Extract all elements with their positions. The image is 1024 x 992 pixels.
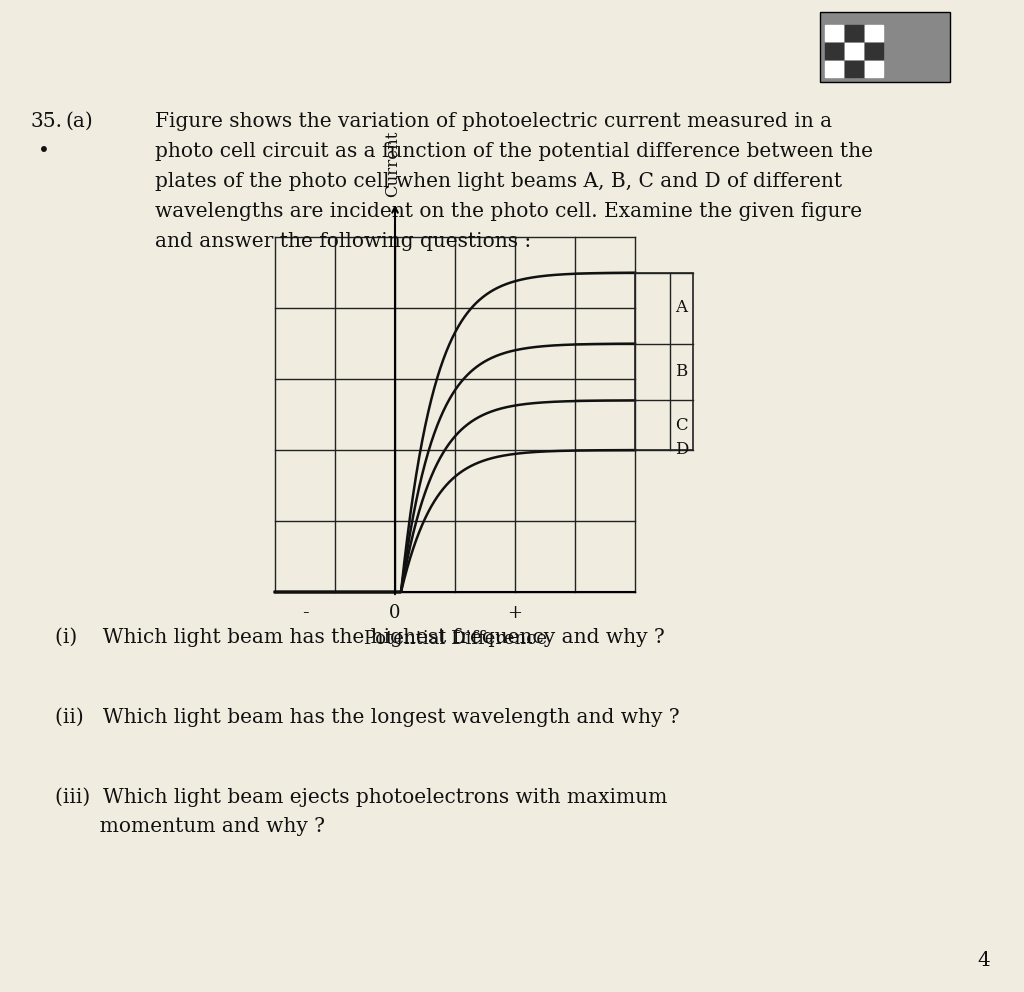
Text: momentum and why ?: momentum and why ?	[55, 817, 325, 836]
Text: plates of the photo cell when light beams A, B, C and D of different: plates of the photo cell when light beam…	[155, 172, 842, 191]
Text: Current: Current	[384, 131, 401, 197]
Text: (a): (a)	[65, 112, 93, 131]
Text: -: -	[302, 604, 308, 622]
Text: 35.: 35.	[30, 112, 62, 131]
Text: 4: 4	[977, 951, 990, 970]
Bar	[865, 61, 883, 77]
Text: Potential Difference: Potential Difference	[364, 630, 547, 648]
Text: D: D	[675, 441, 688, 458]
Bar	[845, 25, 863, 41]
Bar	[845, 61, 863, 77]
Text: 0: 0	[389, 604, 400, 622]
Bar	[865, 43, 883, 59]
Text: +: +	[508, 604, 522, 622]
Bar	[865, 25, 883, 41]
Text: •: •	[38, 142, 50, 161]
Text: C: C	[675, 417, 688, 434]
Bar	[845, 43, 863, 59]
Text: A: A	[676, 300, 687, 316]
Text: and answer the following questions :: and answer the following questions :	[155, 232, 531, 251]
Text: (i)    Which light beam has the highest frequency and why ?: (i) Which light beam has the highest fre…	[55, 627, 665, 647]
Bar	[825, 43, 843, 59]
Bar	[825, 61, 843, 77]
Text: B: B	[675, 363, 687, 380]
Text: (ii)   Which light beam has the longest wavelength and why ?: (ii) Which light beam has the longest wa…	[55, 707, 680, 727]
Text: photo cell circuit as a function of the potential difference between the: photo cell circuit as a function of the …	[155, 142, 873, 161]
Bar	[635, 273, 693, 450]
Text: wavelengths are incident on the photo cell. Examine the given figure: wavelengths are incident on the photo ce…	[155, 202, 862, 221]
Bar	[820, 12, 950, 82]
Text: Figure shows the variation of photoelectric current measured in a: Figure shows the variation of photoelect…	[155, 112, 833, 131]
Bar	[825, 25, 843, 41]
Text: (iii)  Which light beam ejects photoelectrons with maximum: (iii) Which light beam ejects photoelect…	[55, 787, 668, 806]
